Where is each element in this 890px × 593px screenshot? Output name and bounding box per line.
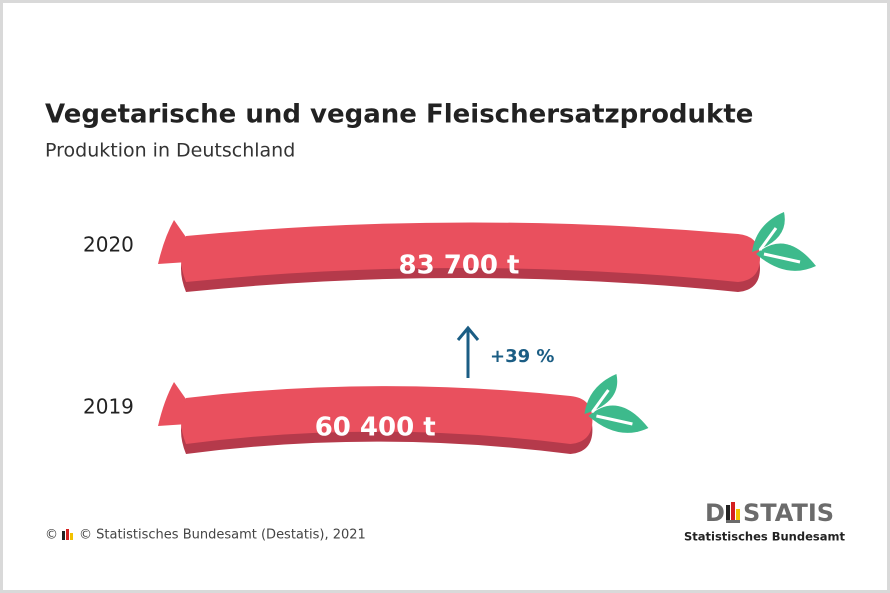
category-label: 2020 <box>83 233 134 257</box>
logo-left: D <box>705 499 725 527</box>
sausage-tip <box>158 220 188 264</box>
logo-bar <box>726 505 730 523</box>
category-label: 2019 <box>83 395 134 419</box>
growth-arrow <box>456 325 480 378</box>
logo-icon <box>726 502 740 523</box>
bar <box>181 222 760 282</box>
source: © Statistisches Bundesamt (Destatis), 20… <box>79 528 366 543</box>
icon-bar <box>66 529 69 540</box>
growth-annotation: +39 % <box>490 346 554 367</box>
logo-bar <box>731 502 735 523</box>
leaf <box>752 212 785 252</box>
icon-bar <box>62 531 65 540</box>
leaf-vein <box>758 227 801 264</box>
leaf <box>756 243 816 271</box>
source-copyright: © <box>45 528 58 543</box>
value-label: 83 700 t <box>399 251 520 281</box>
leaf <box>584 374 618 414</box>
source-icon <box>62 529 73 540</box>
logo-bar <box>736 509 740 523</box>
logo-subtitle: Statistisches Bundesamt <box>684 530 846 544</box>
chart-subtitle: Produktion in Deutschland <box>45 140 295 162</box>
chart-title: Vegetarische und vegane Fleischersatzpro… <box>45 100 753 130</box>
arrow-head <box>456 325 480 341</box>
logo-right: STATIS <box>743 499 834 527</box>
sausage-tip <box>158 382 188 426</box>
icon-bar <box>70 533 73 540</box>
value-label: 60 400 t <box>315 413 436 443</box>
leaf-vein <box>591 389 633 426</box>
leaf <box>588 405 649 433</box>
bar <box>181 386 593 444</box>
logo-base <box>726 520 740 523</box>
